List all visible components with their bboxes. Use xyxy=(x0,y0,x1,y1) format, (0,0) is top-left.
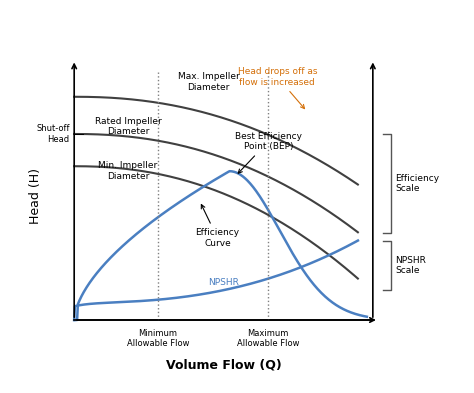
Text: Rated Impeller
Diameter: Rated Impeller Diameter xyxy=(95,117,161,136)
Text: Minimum
Allowable Flow: Minimum Allowable Flow xyxy=(127,329,189,348)
Text: Head (H): Head (H) xyxy=(29,168,42,224)
Text: Efficiency
Curve: Efficiency Curve xyxy=(195,205,239,248)
Text: Shut-off
Head: Shut-off Head xyxy=(36,124,70,144)
Text: Max. Impeller
Diameter: Max. Impeller Diameter xyxy=(178,72,239,92)
Text: Volume Flow (Q): Volume Flow (Q) xyxy=(165,358,282,371)
Text: NPSHR: NPSHR xyxy=(208,278,239,287)
Text: NPSHR
Scale: NPSHR Scale xyxy=(395,256,426,275)
Text: Best Efficiency
Point (BEP): Best Efficiency Point (BEP) xyxy=(235,132,302,173)
Text: Efficiency
Scale: Efficiency Scale xyxy=(395,174,439,193)
Text: Min. Impeller
Diameter: Min. Impeller Diameter xyxy=(98,162,157,181)
Text: Maximum
Allowable Flow: Maximum Allowable Flow xyxy=(237,329,300,348)
Text: Head drops off as
flow is increased: Head drops off as flow is increased xyxy=(237,67,317,108)
